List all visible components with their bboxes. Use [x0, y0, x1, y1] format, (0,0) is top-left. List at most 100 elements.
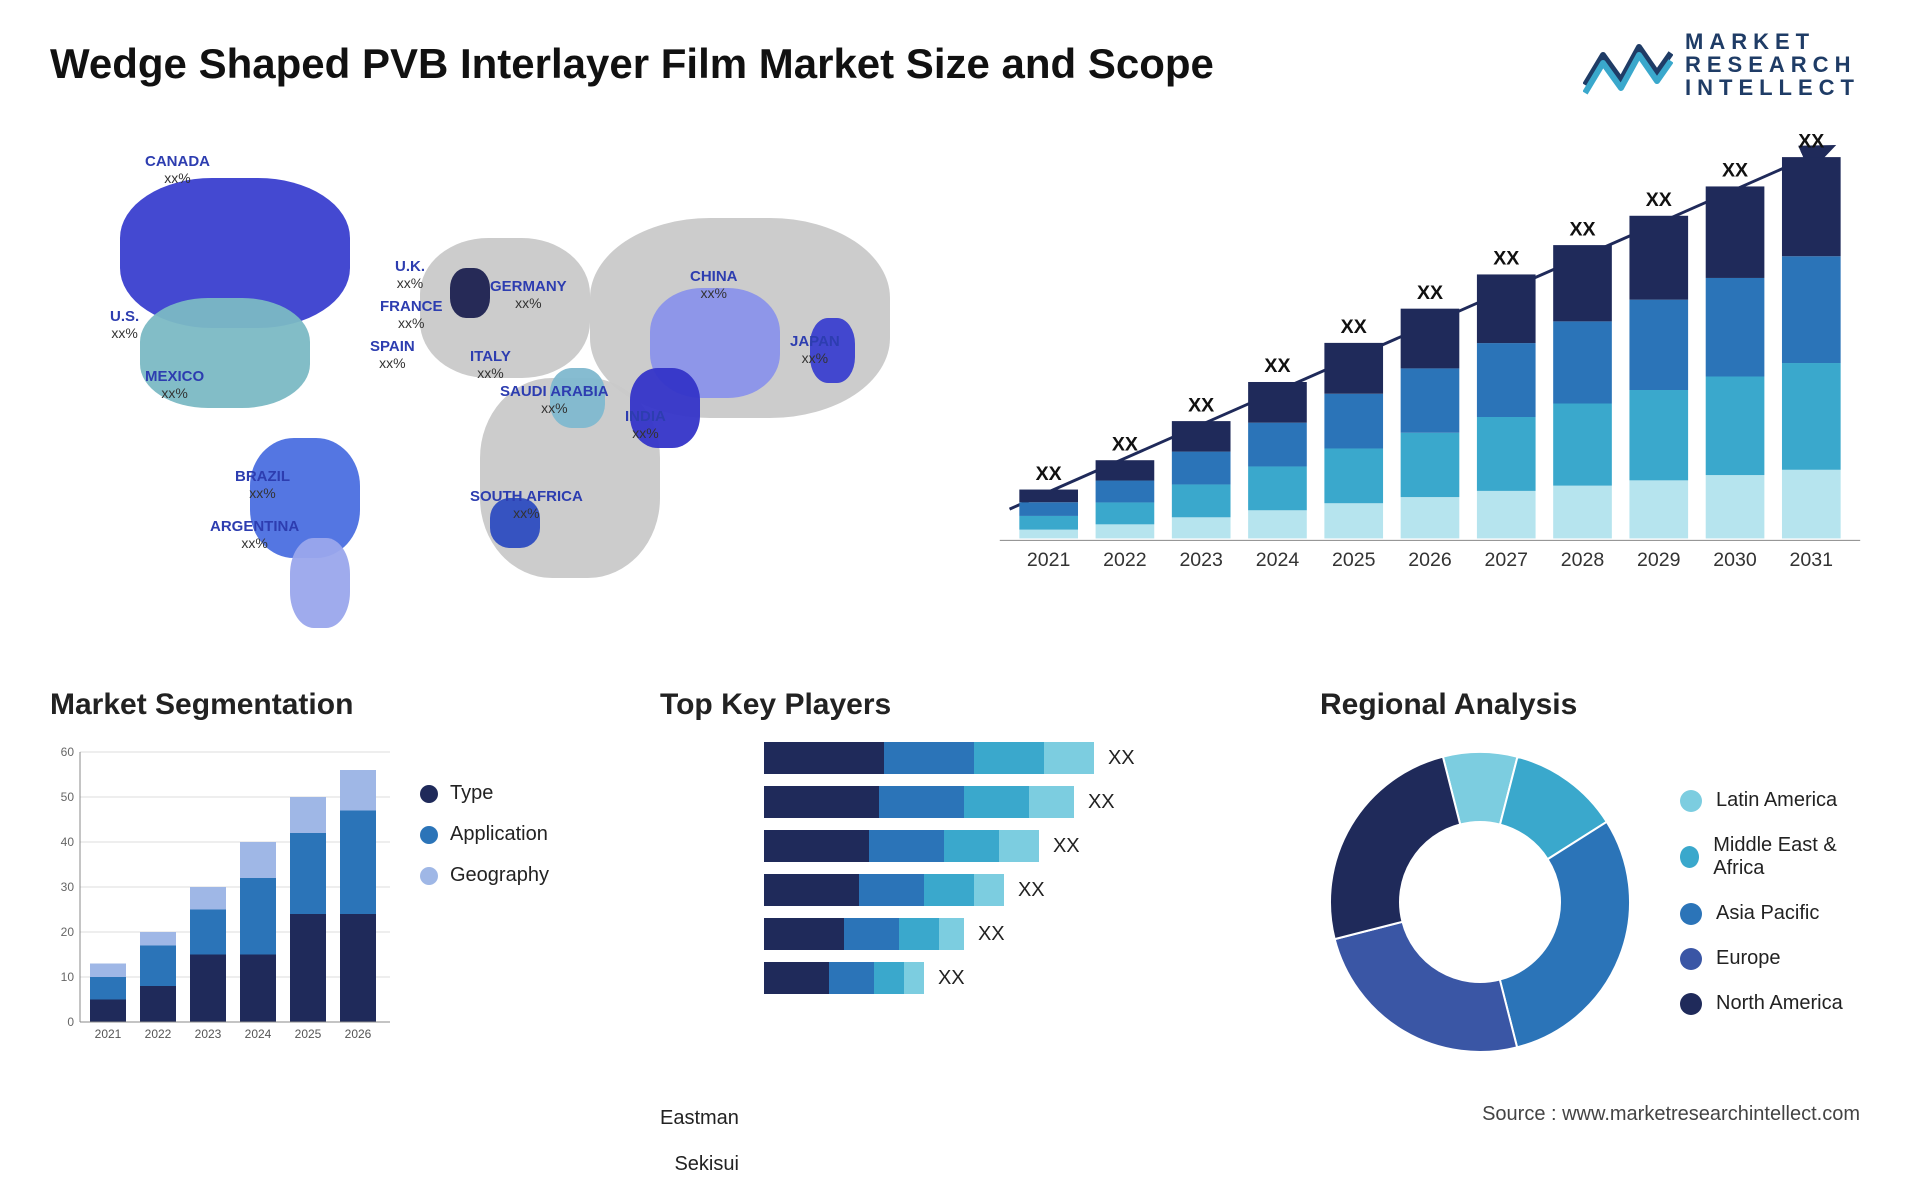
svg-text:2029: 2029 — [1637, 549, 1680, 571]
svg-text:2022: 2022 — [1103, 549, 1146, 571]
players-title: Top Key Players — [660, 688, 1280, 722]
player-bar-segment — [884, 742, 974, 774]
svg-text:XX: XX — [1798, 130, 1824, 152]
map-country-label: U.S.xx% — [110, 308, 139, 343]
svg-text:XX: XX — [1188, 394, 1214, 416]
regional-legend-item: North America — [1680, 992, 1870, 1015]
map-country-label: CANADAxx% — [145, 153, 210, 188]
svg-text:2024: 2024 — [1256, 549, 1300, 571]
legend-dot — [1680, 948, 1702, 970]
svg-text:XX: XX — [1341, 316, 1367, 338]
legend-label: Type — [450, 782, 493, 805]
svg-text:2030: 2030 — [1713, 549, 1757, 571]
svg-text:50: 50 — [61, 790, 75, 804]
player-bar-segment — [764, 874, 859, 906]
player-bar-segment — [944, 830, 999, 862]
map-country-label: SOUTH AFRICAxx% — [470, 488, 583, 523]
donut-slice — [1335, 922, 1517, 1052]
player-bar-segment — [879, 786, 964, 818]
brand-logo: MARKET RESEARCH INTELLECT — [1583, 30, 1860, 99]
legend-label: Application — [450, 823, 548, 846]
player-value: XX — [1018, 879, 1045, 902]
svg-text:20: 20 — [61, 925, 75, 939]
segmentation-title: Market Segmentation — [50, 688, 620, 722]
player-bar-segment — [904, 962, 924, 994]
player-bar-segment — [764, 830, 869, 862]
regional-title: Regional Analysis — [1320, 688, 1870, 722]
svg-text:60: 60 — [61, 745, 75, 759]
players-labels: Eastman Sekisui — [660, 918, 739, 1180]
player-bar-segment — [899, 918, 939, 950]
player-bar-segment — [939, 918, 964, 950]
regional-legend-item: Latin America — [1680, 789, 1870, 812]
svg-text:2021: 2021 — [1027, 549, 1070, 571]
svg-text:XX: XX — [1646, 189, 1672, 211]
legend-dot — [1680, 993, 1702, 1015]
logo-icon — [1583, 35, 1673, 95]
segmentation-legend-item: Type — [420, 782, 549, 805]
player-bar-row: XX — [764, 742, 1135, 774]
player-bar — [764, 742, 1094, 774]
regional-legend-item: Middle East & Africa — [1680, 834, 1870, 880]
svg-text:2028: 2028 — [1561, 549, 1605, 571]
player-bar — [764, 830, 1039, 862]
donut-slice — [1330, 757, 1460, 939]
svg-text:2025: 2025 — [295, 1027, 322, 1041]
map-country-label: JAPANxx% — [790, 333, 840, 368]
regional-donut — [1320, 742, 1640, 1062]
player-bar-segment — [764, 786, 879, 818]
svg-text:30: 30 — [61, 880, 75, 894]
svg-text:XX: XX — [1036, 463, 1062, 485]
player-bar-segment — [764, 742, 884, 774]
player-bar-row: XX — [764, 830, 1135, 862]
player-bar-segment — [1044, 742, 1094, 774]
player-value: XX — [978, 923, 1005, 946]
svg-text:2026: 2026 — [1408, 549, 1452, 571]
player-bar-segment — [829, 962, 874, 994]
legend-label: Europe — [1716, 947, 1781, 970]
legend-dot — [1680, 846, 1699, 868]
player-bar-segment — [964, 786, 1029, 818]
player-value: XX — [1108, 747, 1135, 770]
player-label: Eastman — [660, 1102, 739, 1134]
player-bar-row: XX — [764, 962, 1135, 994]
map-region-blob — [450, 268, 490, 318]
players-bars: XXXXXXXXXXXX — [764, 742, 1135, 994]
map-country-label: INDIAxx% — [625, 408, 666, 443]
player-bar — [764, 918, 964, 950]
svg-text:2026: 2026 — [345, 1027, 372, 1041]
player-bar — [764, 962, 924, 994]
regional-legend: Latin America Middle East & Africa Asia Pa… — [1680, 789, 1870, 1015]
map-country-label: ITALYxx% — [470, 348, 511, 383]
regional-legend-item: Europe — [1680, 947, 1870, 970]
svg-text:XX: XX — [1264, 355, 1290, 377]
legend-label: Asia Pacific — [1716, 902, 1819, 925]
legend-label: North America — [1716, 992, 1843, 1015]
world-map-panel: CANADAxx% U.S.xx%MEXICOxx% BRAZILxx% ARGENT… — [50, 118, 930, 638]
segmentation-legend-item: Geography — [420, 864, 549, 887]
segmentation-panel: Market Segmentation 01020304050602021202… — [50, 688, 620, 1180]
map-country-label: MEXICOxx% — [145, 368, 204, 403]
player-bar-segment — [874, 962, 904, 994]
map-country-label: ARGENTINAxx% — [210, 518, 299, 553]
player-bar-segment — [974, 874, 1004, 906]
map-country-label: BRAZILxx% — [235, 468, 290, 503]
svg-text:2027: 2027 — [1485, 549, 1528, 571]
legend-dot — [420, 785, 438, 803]
legend-dot — [420, 867, 438, 885]
legend-label: Middle East & Africa — [1713, 834, 1870, 880]
legend-label: Geography — [450, 864, 549, 887]
svg-text:10: 10 — [61, 970, 75, 984]
player-bar-segment — [764, 962, 829, 994]
segmentation-chart: 0102030405060202120222023202420252026 — [50, 742, 390, 1042]
donut-slice — [1500, 822, 1630, 1048]
segmentation-legend: Type Application Geography — [420, 782, 549, 1042]
player-bar-segment — [924, 874, 974, 906]
legend-dot — [420, 826, 438, 844]
svg-text:2022: 2022 — [145, 1027, 172, 1041]
player-label: Sekisui — [674, 1148, 738, 1180]
svg-text:0: 0 — [67, 1015, 74, 1029]
regional-legend-item: Asia Pacific — [1680, 902, 1870, 925]
player-value: XX — [1053, 835, 1080, 858]
logo-line3: INTELLECT — [1685, 76, 1860, 99]
